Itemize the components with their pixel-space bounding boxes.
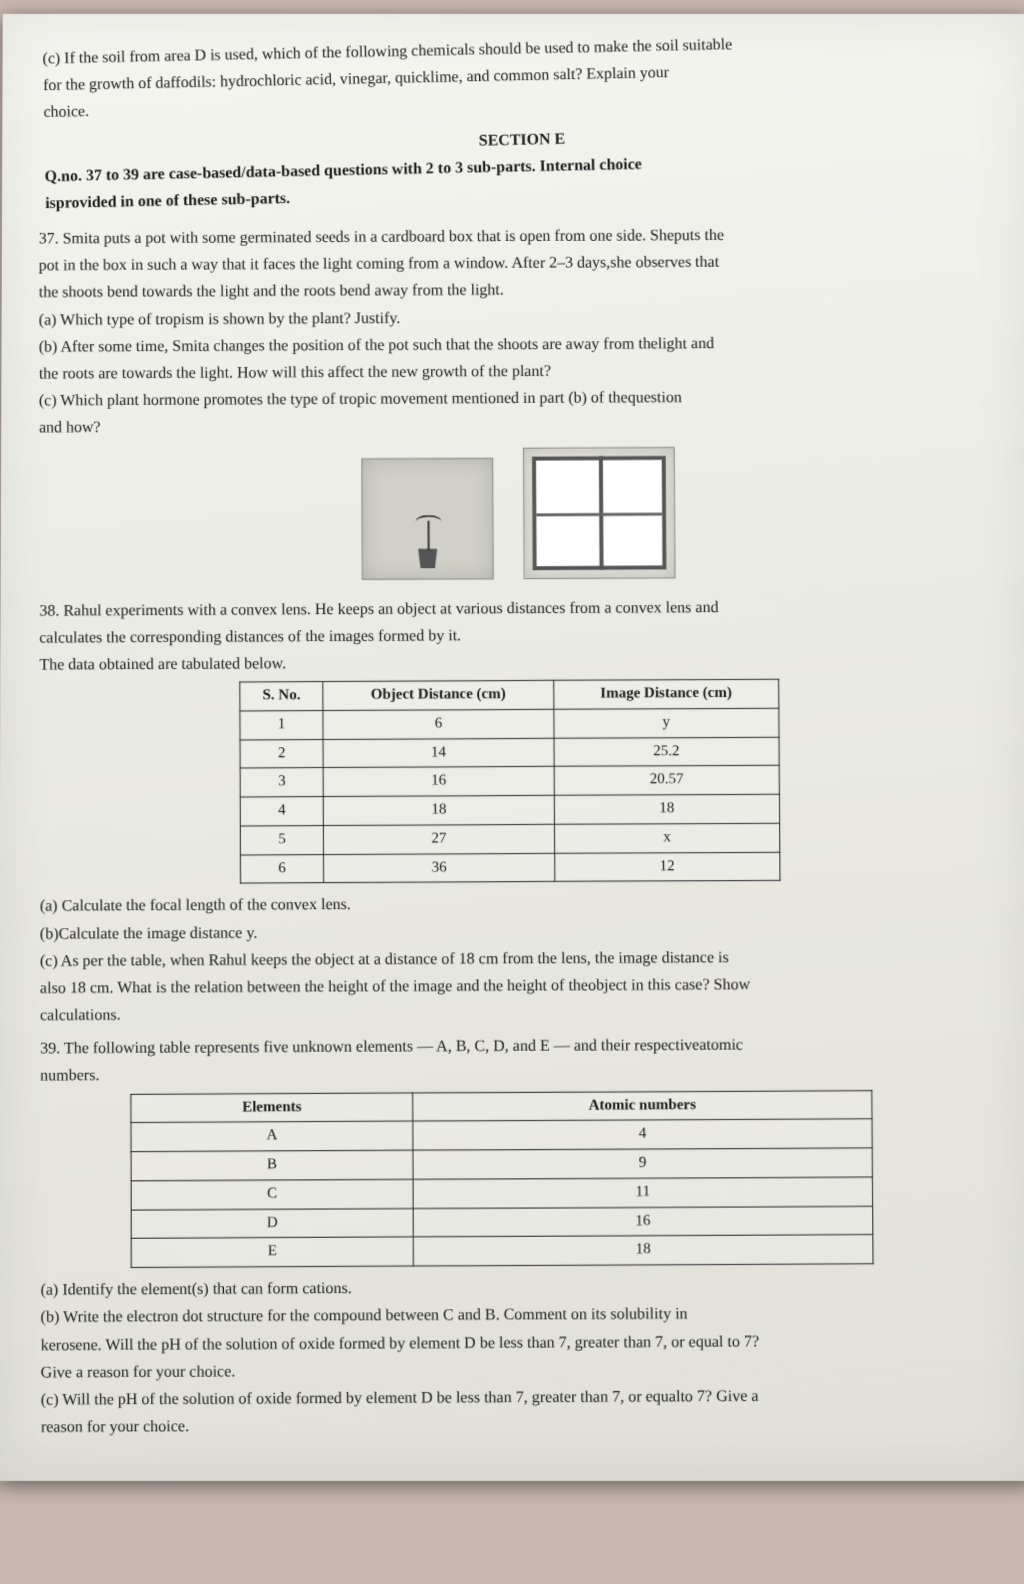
q39-b2: kerosene. Will the pH of the solution of… (41, 1329, 1005, 1357)
q37-a: (a) Which type of tropism is shown by th… (39, 304, 996, 332)
q39-l2: numbers. (40, 1060, 1002, 1088)
table-row: C11 (131, 1177, 873, 1210)
q39-b3: Give a reason for your choice. (41, 1356, 1005, 1384)
table-row: 16y (240, 708, 779, 740)
q37-c2: and how? (39, 412, 997, 440)
q39-th-atom: Atomic numbers (413, 1090, 872, 1121)
q38-th-sno: S. No. (240, 682, 323, 711)
q38-c1: (c) As per the table, when Rahul keeps t… (40, 945, 1002, 973)
q39-b1: (b) Write the electron dot structure for… (41, 1301, 1005, 1329)
q38-c2: also 18 cm. What is the relation between… (40, 972, 1002, 1000)
q38-th-obj: Object Distance (cm) (323, 681, 553, 711)
q39-c1: (c) Will the pH of the solution of oxide… (41, 1383, 1006, 1411)
figure-window (523, 446, 676, 578)
figure-plant-box (361, 457, 493, 579)
q39-table: Elements Atomic numbers A4 B9 C11 D16 E1… (130, 1090, 873, 1268)
table-row: 527x (240, 823, 780, 855)
table-row: 63612 (240, 852, 780, 884)
q38-l2: calculates the corresponding distances o… (39, 621, 998, 649)
q37-c1: (c) Which plant hormone promotes the typ… (39, 385, 997, 413)
q39-l1: 39. The following table represents five … (40, 1032, 1002, 1060)
table-row: S. No. Object Distance (cm) Image Distan… (240, 679, 779, 711)
table-row: D16 (131, 1206, 873, 1239)
q38-c3: calculations. (40, 999, 1002, 1027)
table-row: 21425.2 (240, 737, 779, 769)
q39-th-elem: Elements (131, 1093, 413, 1123)
q39-a: (a) Identify the element(s) that can for… (41, 1274, 1005, 1302)
q38-l1: 38. Rahul experiments with a convex lens… (39, 594, 998, 622)
q38-b: (b)Calculate the image distance y. (40, 917, 1001, 945)
q37-b1: (b) After some time, Smita changes the p… (39, 331, 996, 359)
q38-th-img: Image Distance (cm) (553, 679, 778, 709)
table-row: Elements Atomic numbers (131, 1090, 872, 1123)
table-row: 41818 (240, 794, 779, 826)
table-row: E18 (131, 1235, 873, 1268)
q37-l2: pot in the box in such a way that it fac… (39, 250, 996, 278)
table-row: A4 (131, 1119, 872, 1152)
table-row: B9 (131, 1148, 872, 1181)
q38-table: S. No. Object Distance (cm) Image Distan… (239, 679, 780, 884)
q37-figures (39, 445, 998, 582)
q38-l3: The data obtained are tabulated below. (39, 649, 999, 677)
q38-a: (a) Calculate the focal length of the co… (40, 890, 1001, 918)
q37-l3: the shoots bend towards the light and th… (39, 277, 996, 305)
q39-c2: reason for your choice. (41, 1411, 1006, 1439)
q37-l1: 37. Smita puts a pot with some germinate… (39, 223, 996, 251)
q37-b2: the roots are towards the light. How wil… (39, 358, 997, 386)
table-row: 31620.57 (240, 766, 779, 798)
